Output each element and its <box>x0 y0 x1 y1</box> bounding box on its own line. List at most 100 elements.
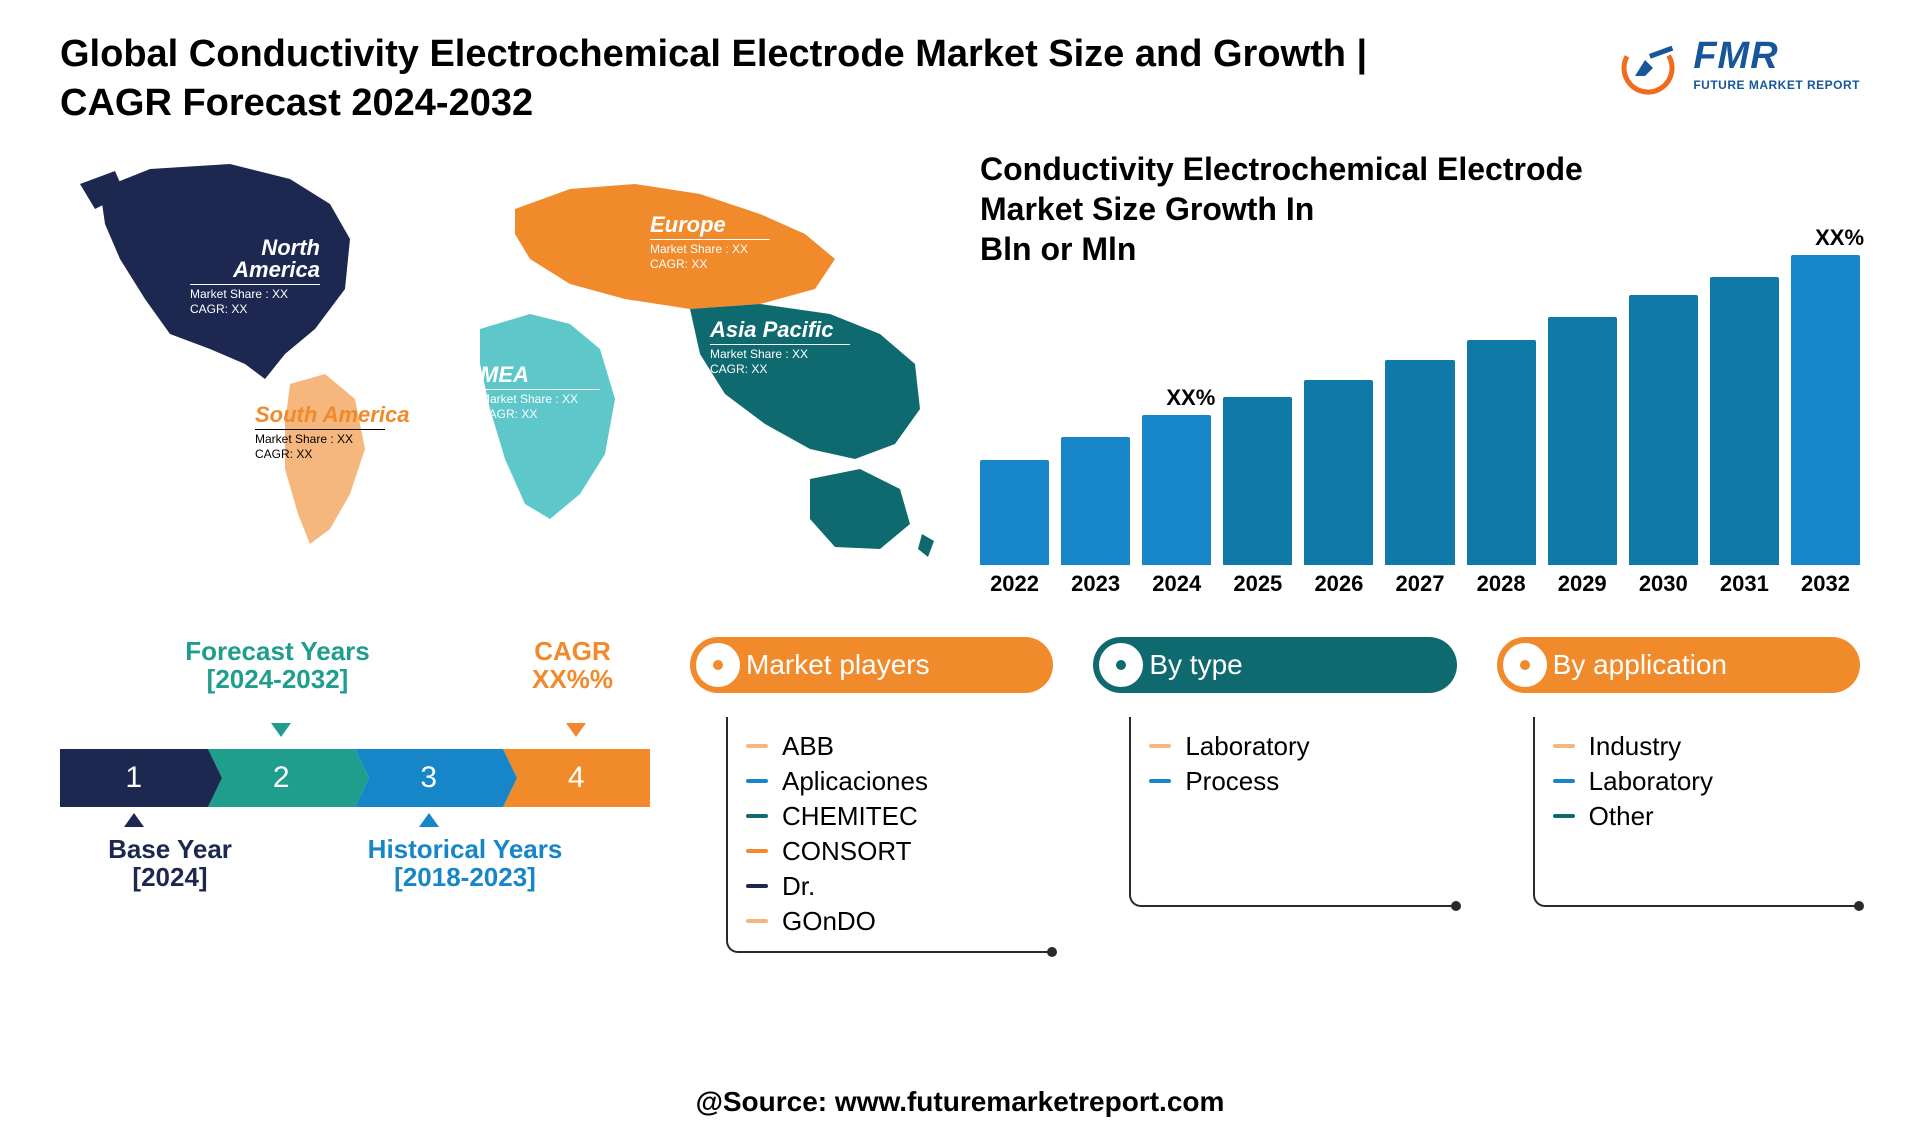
bar-2022: 2022 <box>980 460 1049 597</box>
bar-year-label: 2023 <box>1071 571 1120 597</box>
region-sa-meta: Market Share : XXCAGR: XX <box>255 432 409 463</box>
segment-pill: By type <box>1093 637 1456 693</box>
region-eu-name: Europe <box>650 214 770 236</box>
list-item: Process <box>1149 766 1456 797</box>
bullet-icon <box>1553 779 1575 783</box>
segment-list: ABB Aplicaciones CHEMITEC CONSORT Dr. GOnDO <box>726 717 1053 953</box>
bar-rect <box>1548 317 1617 565</box>
segment-column: By type Laboratory Process <box>1093 637 1456 953</box>
bar-year-label: 2026 <box>1314 571 1363 597</box>
bar-annotation: XX% <box>1166 385 1215 411</box>
region-ap-meta: Market Share : XXCAGR: XX <box>710 347 850 378</box>
title-line-1: Global Conductivity Electrochemical Elec… <box>60 33 1367 75</box>
bar-year-label: 2022 <box>990 571 1039 597</box>
list-item-label: Aplicaciones <box>782 766 928 797</box>
bar-year-label: 2027 <box>1396 571 1445 597</box>
bar-2026: 2026 <box>1304 380 1373 597</box>
segment-column: Market players ABB Aplicaciones CHEMITEC CON… <box>690 637 1053 953</box>
bar-year-label: 2031 <box>1720 571 1769 597</box>
list-item-label: Other <box>1589 801 1654 832</box>
bar-rect <box>980 460 1049 565</box>
bullet-icon <box>746 744 768 748</box>
bar-rect <box>1223 397 1292 565</box>
logo-text: FMR <box>1693 35 1860 78</box>
list-item-label: ABB <box>782 731 834 762</box>
bullet-icon <box>1553 744 1575 748</box>
pill-title: Market players <box>746 649 930 681</box>
segment-pill: By application <box>1497 637 1860 693</box>
list-item-label: CONSORT <box>782 836 912 867</box>
bullet-icon <box>1149 779 1171 783</box>
region-na-name: NorthAmerica <box>190 237 320 281</box>
bar-rect <box>1710 277 1779 565</box>
list-item: Other <box>1553 801 1860 832</box>
bar-year-label: 2028 <box>1477 571 1526 597</box>
bar-rect <box>1629 295 1698 565</box>
timeline-segment-3: 3 <box>355 749 503 807</box>
list-item-label: Laboratory <box>1185 731 1309 762</box>
growth-bar-chart: Conductivity Electrochemical Electrode M… <box>980 149 1860 597</box>
timeline-bottom-label: Historical Years[2018-2023] <box>335 835 595 892</box>
region-mea-name: MEA <box>480 364 600 386</box>
chevron-down-icon <box>124 813 144 827</box>
bar-rect <box>1061 437 1130 565</box>
bar-year-label: 2025 <box>1233 571 1282 597</box>
bar-year-label: 2032 <box>1801 571 1850 597</box>
chevron-up-icon <box>566 723 586 737</box>
list-item: Industry <box>1553 731 1860 762</box>
timeline-segment-2: 2 <box>208 749 356 807</box>
list-item: CONSORT <box>746 836 1053 867</box>
bullet-icon <box>746 779 768 783</box>
pill-circle-icon <box>1099 643 1143 687</box>
fmr-logo: FMR FUTURE MARKET REPORT <box>1613 28 1860 98</box>
list-item-label: Process <box>1185 766 1279 797</box>
region-ap-name: Asia Pacific <box>710 319 850 341</box>
bar-year-label: 2029 <box>1558 571 1607 597</box>
list-item-label: GOnDO <box>782 906 876 937</box>
bar-rect <box>1304 380 1373 565</box>
page-title: Global Conductivity Electrochemical Elec… <box>60 30 1380 129</box>
bullet-icon <box>1149 744 1171 748</box>
bullet-icon <box>746 814 768 818</box>
list-item-label: Dr. <box>782 871 815 902</box>
segment-pill: Market players <box>690 637 1053 693</box>
bar-2027: 2027 <box>1385 360 1454 597</box>
fmr-logo-icon <box>1613 28 1683 98</box>
region-na-meta: Market Share : XXCAGR: XX <box>190 287 320 318</box>
list-item-label: Laboratory <box>1589 766 1713 797</box>
region-sa-name: South America <box>255 404 409 426</box>
segment-column: By application Industry Laboratory Other <box>1497 637 1860 953</box>
pill-title: By application <box>1553 649 1727 681</box>
list-item-label: Industry <box>1589 731 1682 762</box>
bullet-icon <box>746 919 768 923</box>
bullet-icon <box>1553 814 1575 818</box>
bar-2025: 2025 <box>1223 397 1292 597</box>
world-map: NorthAmerica Market Share : XXCAGR: XX S… <box>60 149 940 569</box>
pill-circle-icon <box>696 643 740 687</box>
list-item-label: CHEMITEC <box>782 801 918 832</box>
segment-list: Laboratory Process <box>1129 717 1456 907</box>
bar-annotation: XX% <box>1815 225 1864 251</box>
bar-2029: 2029 <box>1548 317 1617 597</box>
pill-circle-icon <box>1503 643 1547 687</box>
chevron-down-icon <box>419 813 439 827</box>
list-item: ABB <box>746 731 1053 762</box>
chevron-up-icon <box>271 723 291 737</box>
timeline-segment-4: 4 <box>503 749 651 807</box>
bar-2030: 2030 <box>1629 295 1698 597</box>
bar-2024: XX%2024 <box>1142 415 1211 597</box>
timeline-segment-1: 1 <box>60 749 208 807</box>
bar-rect <box>1385 360 1454 565</box>
bullet-icon <box>746 884 768 888</box>
bar-2023: 2023 <box>1061 437 1130 597</box>
bullet-icon <box>746 849 768 853</box>
bar-rect: XX% <box>1142 415 1211 565</box>
list-item: CHEMITEC <box>746 801 1053 832</box>
bar-year-label: 2030 <box>1639 571 1688 597</box>
region-mea-meta: Market Share : XXCAGR: XX <box>480 392 600 423</box>
logo-subtext: FUTURE MARKET REPORT <box>1693 78 1860 92</box>
bar-rect <box>1467 340 1536 565</box>
region-eu-meta: Market Share : XXCAGR: XX <box>650 242 770 273</box>
timeline-block: Forecast Years[2024-2032]CAGRXX%% 1234 B… <box>60 637 650 897</box>
bar-2031: 2031 <box>1710 277 1779 597</box>
